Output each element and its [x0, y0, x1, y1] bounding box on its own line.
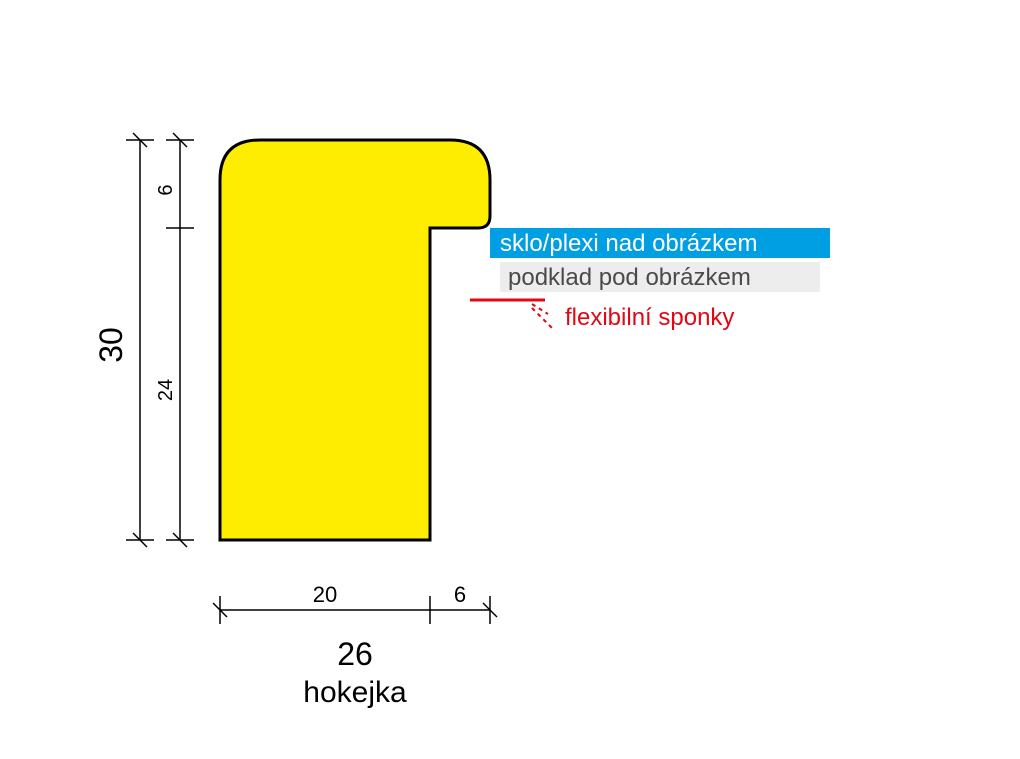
clips-label-text: flexibilní sponky [565, 304, 734, 331]
profile-name: hokejka [303, 676, 407, 709]
clip-dot-2 [532, 308, 552, 328]
dim-total-height: 30 [93, 327, 129, 363]
glass-label-text: sklo/plexi nad obrázkem [500, 230, 757, 257]
dim-left-width: 20 [313, 582, 337, 607]
profile-shape [220, 140, 490, 540]
dim-total-width: 26 [337, 636, 373, 672]
cross-section-diagram: sklo/plexi nad obrázkem podklad pod obrá… [0, 0, 1020, 759]
dim-right-width: 6 [454, 582, 466, 607]
dim-lower-height: 24 [155, 379, 177, 401]
dim-upper-height: 6 [155, 184, 177, 195]
backing-label-text: podklad pod obrázkem [508, 264, 751, 291]
